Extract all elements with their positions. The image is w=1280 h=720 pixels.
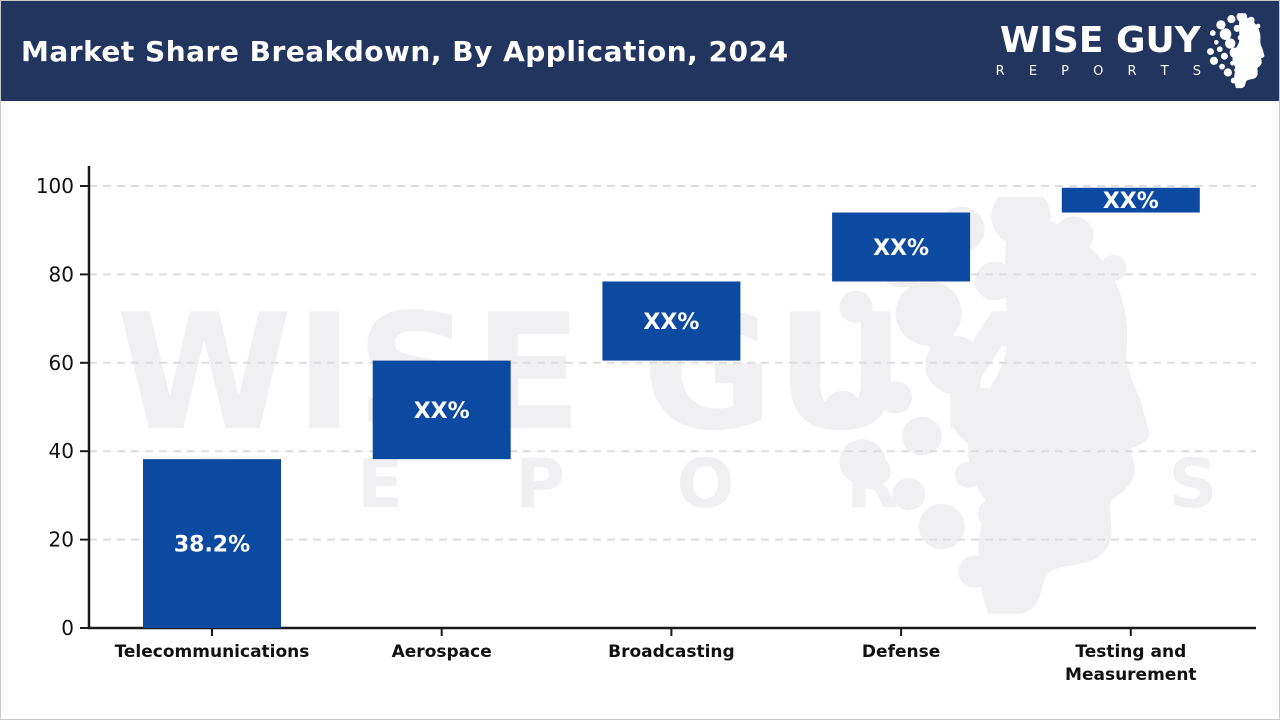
page-title: Market Share Breakdown, By Application, … — [21, 34, 789, 68]
bar-label-aerospace: XX% — [414, 399, 470, 424]
wiseguy-logo-head-icon — [1207, 11, 1265, 91]
header-bar: Market Share Breakdown, By Application, … — [1, 1, 1279, 101]
bar-defense — [832, 212, 971, 282]
category-label-defense: Defense — [862, 642, 940, 662]
bar-aerospace — [372, 360, 511, 460]
category-label-broadcasting: Broadcasting — [608, 642, 735, 662]
wiseguy-logo-line2: R E P O R T S — [995, 64, 1211, 79]
bar-label-broadcasting: XX% — [643, 310, 699, 335]
y-tick-label-100: 100 — [36, 174, 74, 198]
y-tick-label-20: 20 — [49, 528, 74, 552]
y-tick-label-60: 60 — [49, 351, 74, 375]
y-tick-label-0: 0 — [61, 616, 74, 640]
watermark-wiseguy-text: WISE GUY — [116, 279, 1026, 466]
wiseguy-logo: WISE GUY R E P O R T S — [990, 11, 1265, 91]
category-label-telecommunications: Telecommunications — [115, 642, 310, 662]
y-tick-label-40: 40 — [49, 439, 74, 463]
category-label-testing-and-measurement-line2: Measurement — [1065, 665, 1197, 685]
wiseguy-logo-line1: WISE GUY — [999, 20, 1201, 61]
category-label-aerospace: Aerospace — [392, 642, 492, 662]
category-label-testing-and-measurement: Testing and — [1075, 642, 1186, 662]
bar-broadcasting — [602, 281, 741, 361]
bar-telecommunications — [143, 459, 281, 628]
bar-label-testing-and-measurement: XX% — [1103, 189, 1159, 214]
wiseguy-logo-text: WISE GUY R E P O R T S — [990, 20, 1211, 80]
bar-label-defense: XX% — [873, 236, 929, 261]
bar-testing-and-measurement — [1061, 187, 1200, 213]
bar-label-telecommunications: 38.2% — [174, 533, 250, 558]
y-tick-label-80: 80 — [49, 262, 74, 286]
